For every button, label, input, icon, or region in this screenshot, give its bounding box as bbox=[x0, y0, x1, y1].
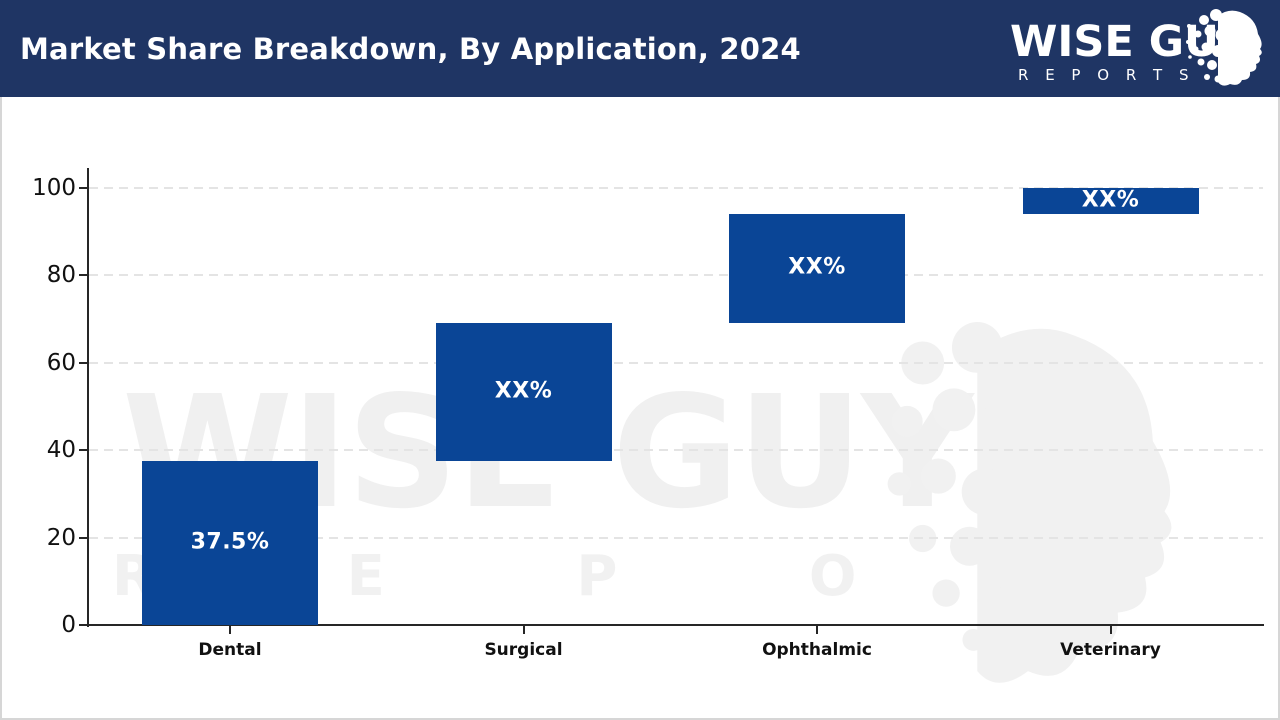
x-tick-label: Ophthalmic bbox=[762, 640, 872, 660]
y-tick-mark bbox=[79, 186, 88, 189]
y-tick-mark bbox=[79, 361, 88, 364]
wiseguy-logo: WISE GUY R E P O R T S bbox=[1010, 8, 1262, 86]
y-tick-label: 20 bbox=[46, 524, 76, 551]
header: Market Share Breakdown, By Application, … bbox=[0, 0, 1280, 97]
bar-value-label: 37.5% bbox=[190, 529, 270, 555]
x-tick-mark bbox=[522, 626, 525, 634]
x-tick-label: Dental bbox=[198, 640, 262, 660]
bar-dental: 37.5% bbox=[142, 460, 318, 625]
y-tick-mark bbox=[79, 536, 88, 539]
gridline bbox=[89, 274, 1263, 276]
logo-subtitle: R E P O R T S bbox=[1018, 66, 1194, 84]
bar-value-label: XX% bbox=[494, 378, 553, 404]
y-tick-mark bbox=[79, 274, 88, 276]
x-tick-mark bbox=[816, 626, 818, 634]
frame-border-left bbox=[0, 97, 2, 720]
bar-veterinary: XX% bbox=[1022, 187, 1199, 214]
y-tick-label: 0 bbox=[61, 612, 76, 638]
y-tick-mark bbox=[79, 449, 88, 451]
y-tick-label: 40 bbox=[46, 437, 76, 463]
bar-value-label: XX% bbox=[788, 254, 846, 280]
frame-border-bottom bbox=[0, 718, 1280, 720]
x-axis-spine bbox=[87, 624, 1264, 626]
gridline bbox=[89, 361, 1263, 364]
gridline bbox=[89, 449, 1263, 451]
y-tick-label: 60 bbox=[46, 349, 76, 376]
x-tick-label: Veterinary bbox=[1060, 640, 1161, 660]
bar-value-label: XX% bbox=[1081, 187, 1140, 213]
y-tick-label: 80 bbox=[46, 262, 76, 288]
face-profile-icon bbox=[1186, 8, 1262, 86]
x-tick-mark bbox=[1109, 626, 1112, 634]
logo-wordmark: WISE GUY bbox=[1010, 17, 1251, 67]
y-tick-mark bbox=[79, 624, 88, 626]
bar-surgical: XX% bbox=[435, 323, 612, 461]
watermark-face-icon bbox=[887, 322, 1172, 683]
y-tick-label: 100 bbox=[32, 174, 76, 201]
bar-ophthalmic: XX% bbox=[729, 213, 905, 324]
x-tick-mark bbox=[229, 626, 231, 634]
gridline bbox=[89, 186, 1263, 189]
x-tick-label: Surgical bbox=[484, 640, 563, 660]
frame-border-right bbox=[1278, 97, 1280, 720]
gridline bbox=[89, 536, 1263, 539]
y-axis-spine bbox=[87, 168, 89, 627]
page-title: Market Share Breakdown, By Application, … bbox=[20, 31, 801, 66]
